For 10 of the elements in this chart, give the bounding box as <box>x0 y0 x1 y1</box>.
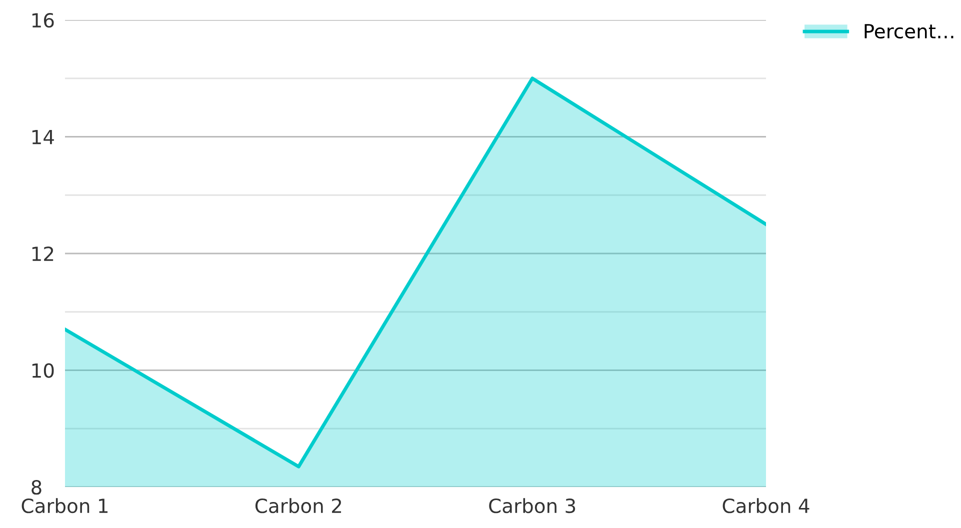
y-tick-label: 10 <box>32 363 54 378</box>
y-tick-label: 14 <box>32 130 54 144</box>
y-tick-label: 12 <box>32 246 54 261</box>
y-tick-label: 16 <box>32 12 54 28</box>
x-tick-label: Carbon 1 <box>22 498 108 514</box>
legend-label: Percent… <box>864 24 954 39</box>
y-tick-label: 8 <box>32 480 42 495</box>
x-tick-label: Carbon 4 <box>722 498 810 514</box>
x-tick-label: Carbon 3 <box>489 498 576 514</box>
x-tick-label: Carbon 2 <box>255 498 342 514</box>
